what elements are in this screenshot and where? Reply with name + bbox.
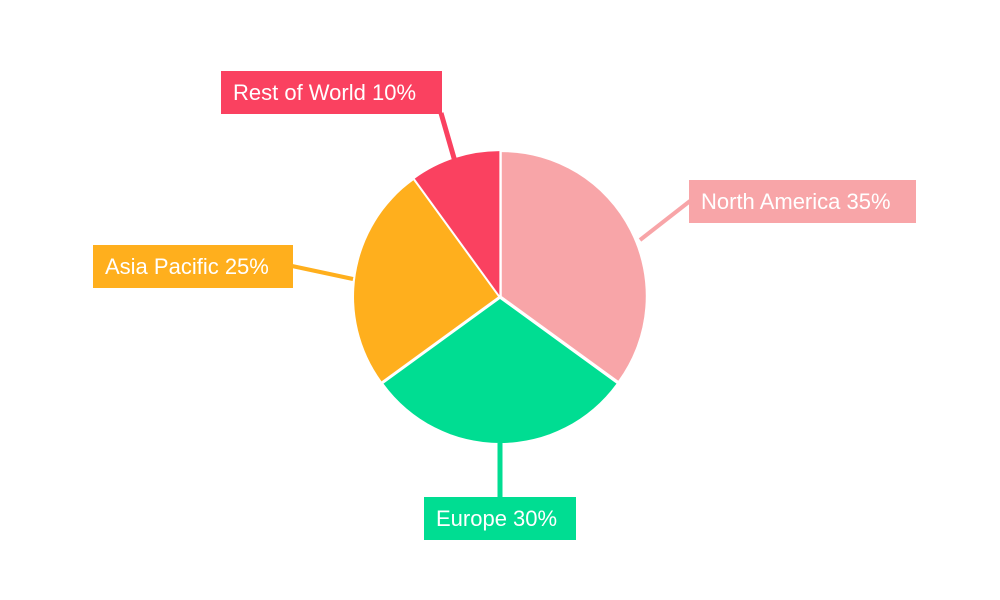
pie-label-europe[interactable]: Europe 30% (424, 497, 576, 540)
pie-slices (354, 151, 646, 444)
pie-label-text-rest-of-world: Rest of World 10% (233, 79, 417, 105)
pie-label-text-north-america: North America 35% (701, 188, 891, 214)
pie-slice-rest-of-world[interactable] (414, 151, 500, 296)
pie-label-text-europe: Europe 30% (436, 505, 558, 531)
pie-label-asia-pacific[interactable]: Asia Pacific 25% (93, 245, 293, 288)
pie-slice-europe[interactable] (383, 299, 617, 444)
pie-label-rest-of-world[interactable]: Rest of World 10% (221, 71, 442, 114)
pie-slice-north-america[interactable] (501, 152, 646, 381)
pie-slice-asia-pacific[interactable] (354, 180, 499, 382)
leader-line-north-america (638, 199, 692, 242)
leader-line-asia-pacific (291, 264, 354, 281)
leader-lines (291, 112, 692, 498)
leader-line-rest-of-world (438, 112, 459, 166)
pie-label-text-asia-pacific: Asia Pacific 25% (105, 253, 269, 279)
pie-label-north-america[interactable]: North America 35% (689, 180, 916, 223)
